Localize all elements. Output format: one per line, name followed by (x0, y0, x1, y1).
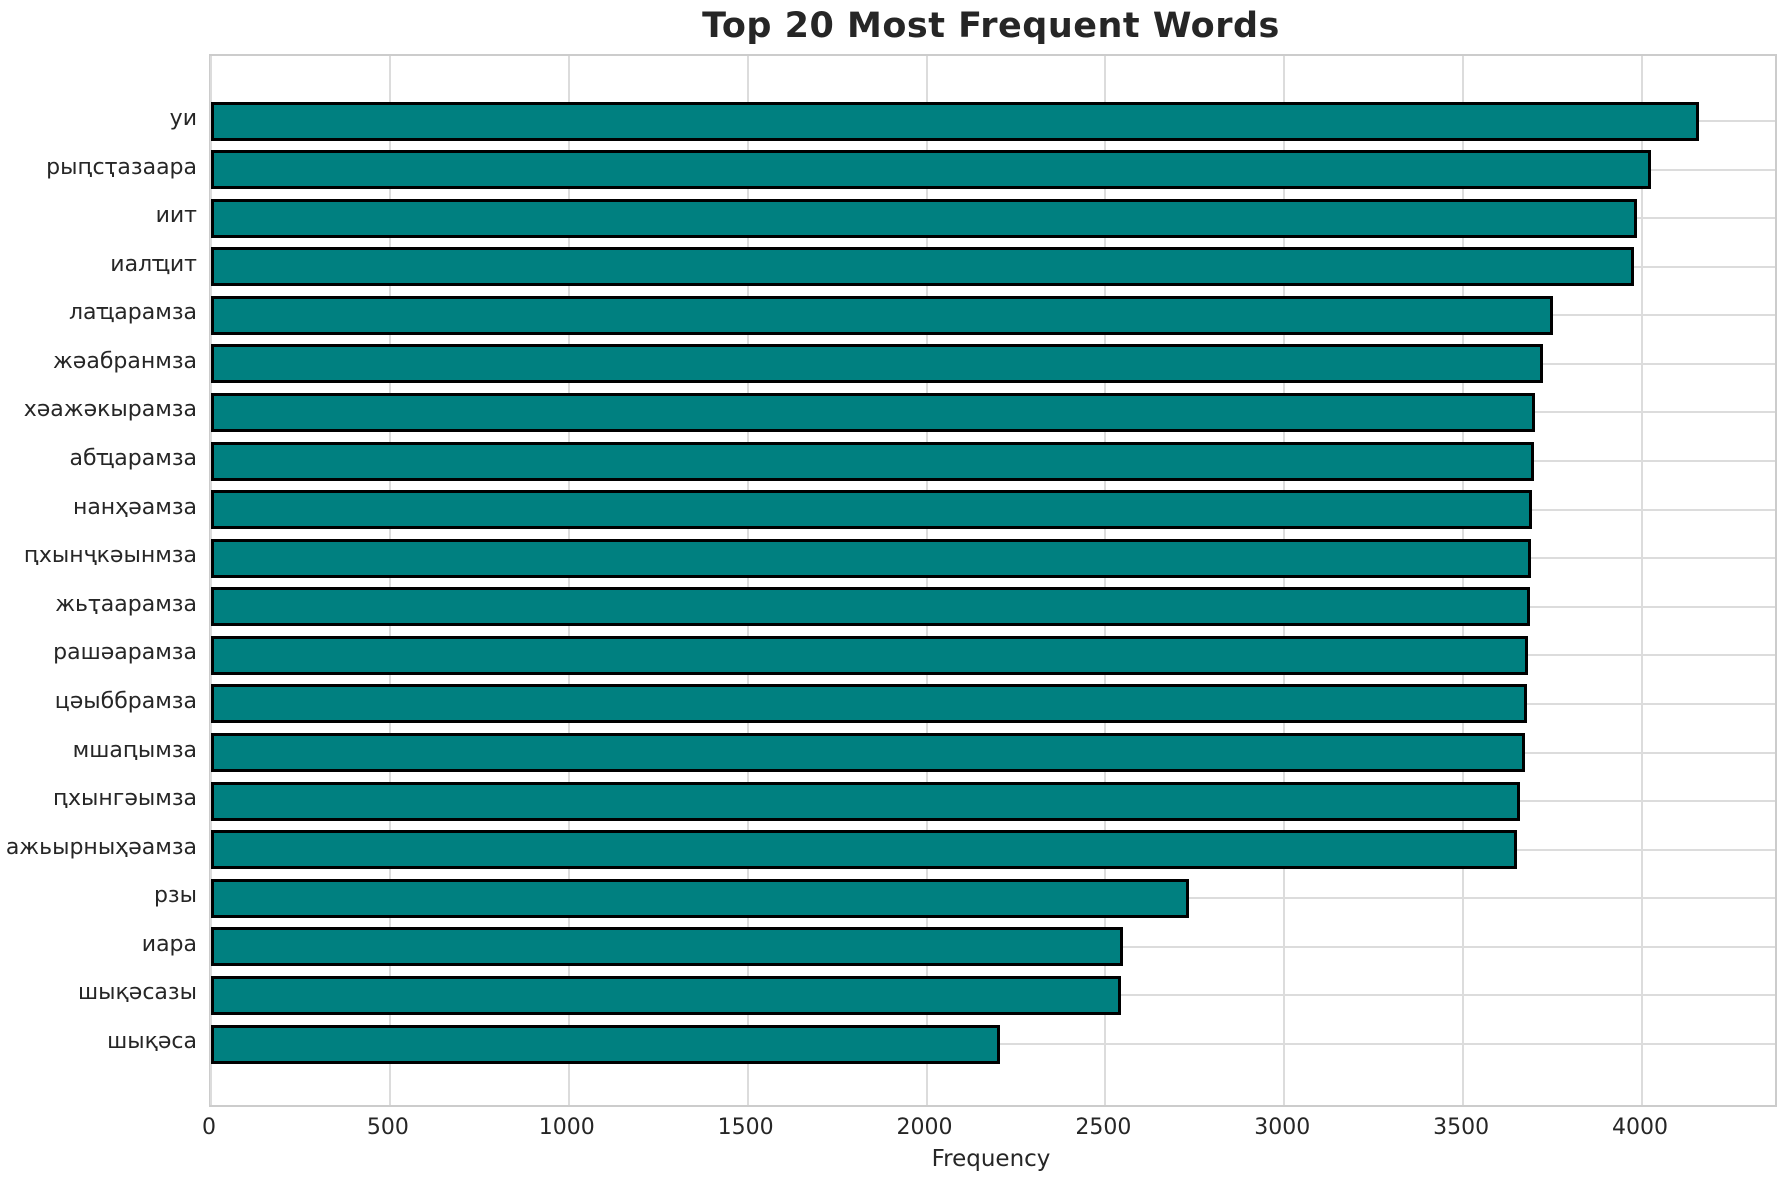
chart-title: Top 20 Most Frequent Words (702, 6, 1280, 46)
y-tick-label: шықәса (107, 1029, 197, 1054)
bar-цәыббрамза (211, 684, 1527, 724)
bar-жәабранмза (211, 344, 1543, 384)
bar-шықәсазы (211, 975, 1121, 1015)
bar-ԥхынгәымза (211, 781, 1520, 821)
y-tick-label: мшаԥымза (72, 737, 197, 763)
x-tick-label: 2500 (1075, 1115, 1132, 1140)
x-gridline (388, 56, 391, 1105)
bar-абҵарамза (211, 441, 1534, 481)
x-gridline (210, 56, 212, 1105)
x-tick-label: 3000 (1254, 1115, 1311, 1140)
x-gridline (1283, 56, 1286, 1105)
x-gridline (1104, 56, 1107, 1105)
bar-иалҵит (211, 247, 1635, 287)
x-gridline (746, 56, 749, 1105)
y-tick-label: жьҭаарамза (55, 591, 197, 617)
bar-шықәса (211, 1024, 1000, 1064)
bar-ажьырныҳәамза (211, 830, 1517, 870)
y-tick-label: лаҵарамза (69, 300, 197, 326)
x-tick-label: 500 (366, 1115, 409, 1140)
bar-нанҳәамза (211, 490, 1533, 530)
y-tick-label: рзы (153, 883, 197, 909)
bar-лаҵарамза (211, 295, 1553, 335)
x-tick-label: 0 (202, 1115, 216, 1140)
y-tick-label: жәабранмза (52, 348, 197, 374)
y-tick-label: нанҳәамза (72, 494, 197, 520)
y-tick-label: рыԥсҭазаара (46, 154, 197, 180)
y-tick-label: иара (141, 931, 197, 957)
bar-рыԥсҭазаара (211, 150, 1651, 190)
x-tick-label: 4000 (1612, 1115, 1668, 1140)
bar-мшаԥымза (211, 733, 1525, 773)
bar-рашәарамза (211, 635, 1529, 675)
plot-area (209, 54, 1777, 1107)
y-tick-label: ажьырныҳәамза (5, 834, 197, 860)
y-tick-label: абҵарамза (69, 446, 198, 472)
bar-иит (211, 198, 1637, 238)
bar-иара (211, 927, 1124, 967)
x-gridline (1641, 56, 1643, 1105)
bar-хәажәкырамза (211, 392, 1535, 432)
x-gridline (1462, 56, 1465, 1105)
x-tick-label: 1000 (538, 1115, 595, 1140)
y-tick-label: хәажәкырамза (23, 397, 197, 423)
bar-уи (211, 101, 1700, 141)
bar-рзы (211, 878, 1190, 918)
y-tick-label: шықәсазы (78, 980, 197, 1006)
x-tick-label: 3500 (1433, 1115, 1490, 1140)
y-tick-label: цәыббрамза (54, 688, 197, 714)
y-tick-label: ԥхынгәымза (52, 786, 197, 812)
x-gridline (925, 56, 928, 1105)
bar-жьҭаарамза (211, 587, 1530, 627)
y-tick-label: иалҵит (110, 251, 197, 277)
y-tick-label: иит (155, 203, 197, 229)
bar-ԥхынҷкәынмза (211, 538, 1532, 578)
x-tick-label: 2000 (896, 1115, 953, 1140)
y-tick-label: уи (169, 106, 197, 131)
x-gridline (567, 56, 570, 1105)
y-tick-label: ԥхынҷкәынмза (23, 543, 197, 569)
y-tick-label: рашәарамза (53, 640, 197, 666)
x-tick-label: 1500 (717, 1115, 774, 1140)
x-axis-title: Frequency (931, 1146, 1051, 1172)
